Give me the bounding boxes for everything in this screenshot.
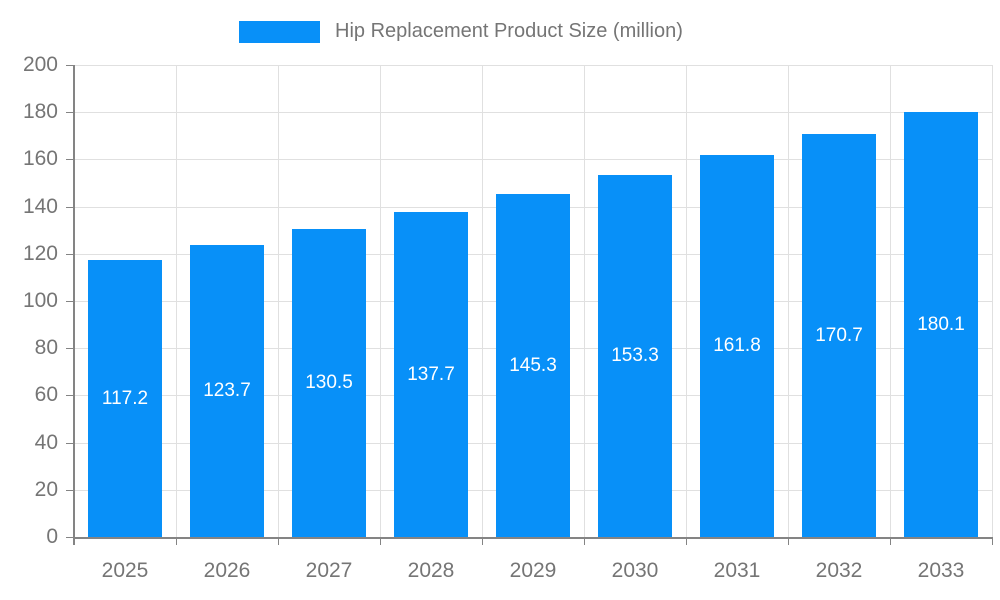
bar-2028[interactable]: [394, 212, 468, 537]
bar-2026[interactable]: [190, 245, 264, 537]
y-axis-tick: [66, 537, 74, 538]
y-axis-label: 20: [34, 478, 58, 501]
y-axis-tick: [66, 254, 74, 255]
y-axis-tick: [66, 490, 74, 491]
bar-2030[interactable]: [598, 175, 672, 537]
x-axis-label: 2026: [203, 559, 251, 582]
gridline-vertical: [686, 65, 687, 537]
gridline-horizontal: [74, 159, 992, 160]
gridline-vertical: [380, 65, 381, 537]
gridline-vertical: [176, 65, 177, 537]
y-axis-tick: [66, 395, 74, 396]
bar-2025[interactable]: [88, 260, 162, 537]
bar-2031[interactable]: [700, 155, 774, 537]
x-axis-line: [73, 537, 992, 539]
y-axis-label: 180: [22, 100, 58, 123]
y-axis-label: 140: [22, 195, 58, 218]
x-axis-tick: [788, 537, 789, 545]
y-axis-label: 100: [22, 289, 58, 312]
y-axis-tick: [66, 301, 74, 302]
y-axis-tick: [66, 159, 74, 160]
gridline-vertical: [788, 65, 789, 537]
x-axis-tick: [482, 537, 483, 545]
x-axis-label: 2028: [407, 559, 455, 582]
legend[interactable]: Hip Replacement Product Size (million): [239, 20, 683, 43]
y-axis-tick: [66, 112, 74, 113]
y-axis-tick: [66, 348, 74, 349]
y-axis-line: [73, 65, 75, 545]
y-axis-label: 40: [34, 431, 58, 454]
x-axis-tick: [890, 537, 891, 545]
x-axis-tick: [278, 537, 279, 545]
x-axis-tick: [686, 537, 687, 545]
legend-swatch[interactable]: [239, 20, 320, 43]
x-axis-label: 2030: [611, 559, 659, 582]
y-axis-label: 160: [22, 147, 58, 170]
y-axis-label: 200: [22, 53, 58, 76]
x-axis-tick: [992, 537, 993, 545]
x-axis-label: 2025: [101, 559, 149, 582]
gridline-vertical: [584, 65, 585, 537]
x-axis-label: 2031: [713, 559, 761, 582]
x-axis-tick: [584, 537, 585, 545]
y-axis-label: 60: [34, 383, 58, 406]
bar-2029[interactable]: [496, 194, 570, 537]
gridline-horizontal: [74, 112, 992, 113]
x-axis-label: 2027: [305, 559, 353, 582]
gridline-vertical: [278, 65, 279, 537]
y-axis-label: 120: [22, 242, 58, 265]
legend-label: Hip Replacement Product Size (million): [335, 20, 683, 42]
bar-2027[interactable]: [292, 229, 366, 537]
y-axis-tick: [66, 443, 74, 444]
bar-2032[interactable]: [802, 134, 876, 537]
y-axis-tick: [66, 207, 74, 208]
x-axis-tick: [380, 537, 381, 545]
x-axis-label: 2033: [917, 559, 965, 582]
bar-2033[interactable]: [904, 112, 978, 537]
y-axis-label: 80: [34, 336, 58, 359]
gridline-vertical: [482, 65, 483, 537]
x-axis-tick: [176, 537, 177, 545]
y-axis-tick: [66, 65, 74, 66]
y-axis-label: 0: [46, 525, 58, 548]
x-axis-label: 2032: [815, 559, 863, 582]
x-axis-label: 2029: [509, 559, 557, 582]
gridline-vertical: [890, 65, 891, 537]
gridline-horizontal: [74, 65, 992, 66]
gridline-vertical: [992, 65, 993, 537]
